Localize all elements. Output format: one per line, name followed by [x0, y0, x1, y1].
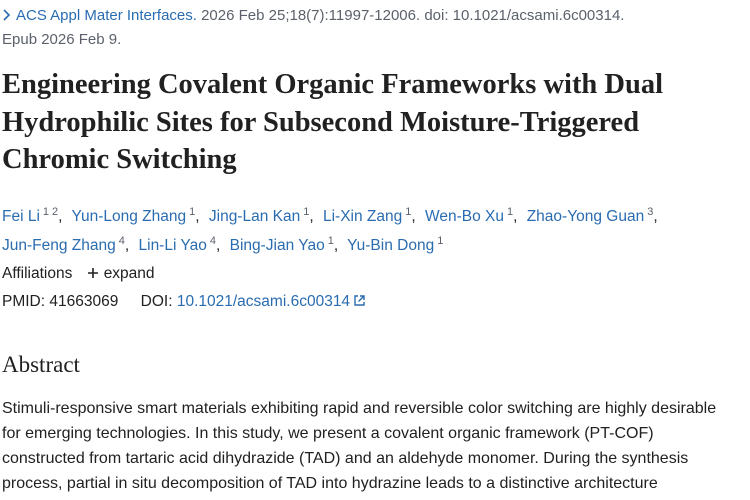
- separator: ,: [216, 237, 221, 254]
- pmid-label: PMID:: [2, 293, 46, 310]
- separator: ,: [411, 208, 416, 225]
- expand-toggle[interactable]: expand: [87, 265, 155, 282]
- affiliation-number[interactable]: 1: [189, 206, 196, 218]
- author-name[interactable]: Bing-Jian Yao: [229, 237, 325, 254]
- author-name[interactable]: Yun-Long Zhang: [71, 208, 187, 225]
- affiliation-number[interactable]: 1: [405, 206, 412, 218]
- affiliation-number[interactable]: 1: [327, 235, 334, 247]
- author-entry: Jun-Feng Zhang 4,: [2, 235, 134, 254]
- affiliation-number[interactable]: 1: [303, 206, 310, 218]
- affiliation-number[interactable]: 1: [42, 206, 50, 218]
- author-name[interactable]: Li-Xin Zang: [322, 208, 403, 225]
- author-entry: Zhao-Yong Guan 3,: [526, 206, 663, 225]
- separator: ,: [58, 208, 63, 225]
- chevron-icon: [3, 9, 11, 21]
- author-entry: Yu-Bin Dong 1: [347, 235, 444, 254]
- author-name[interactable]: Lin-Li Yao: [138, 237, 207, 254]
- separator: ,: [124, 237, 130, 254]
- plus-icon: [87, 268, 98, 278]
- citation: ACS Appl Mater Interfaces. 2026 Feb 25;1…: [2, 4, 742, 52]
- affiliations-label: Affiliations: [2, 265, 73, 282]
- affiliation-number[interactable]: 2: [52, 206, 59, 218]
- affiliation-number[interactable]: 4: [209, 235, 216, 247]
- external-link-icon: [354, 295, 365, 306]
- abstract-heading: Abstract: [2, 352, 80, 377]
- separator: ,: [309, 208, 314, 225]
- author-entry: Yun-Long Zhang 1,: [71, 206, 205, 225]
- affiliation-number[interactable]: 3: [647, 206, 654, 218]
- doi-label: DOI:: [140, 293, 173, 310]
- author-entry: Bing-Jian Yao 1,: [229, 235, 344, 254]
- author-entry: Wen-Bo Xu 1,: [424, 206, 522, 225]
- abstract-line: for emerging technologies. In this study…: [2, 425, 654, 442]
- author-entry: Lin-Li Yao 4,: [138, 235, 226, 254]
- author-name[interactable]: Jun-Feng Zhang: [2, 237, 116, 254]
- affiliation-number[interactable]: 4: [118, 235, 125, 247]
- epub-date: Epub 2026 Feb 9.: [2, 31, 122, 48]
- author-entry: Li-Xin Zang 1,: [322, 206, 421, 225]
- author-entry: Fei Li 1 2,: [2, 206, 67, 225]
- author-name[interactable]: Zhao-Yong Guan: [526, 208, 645, 225]
- author-name[interactable]: Wen-Bo Xu: [424, 208, 504, 225]
- author-name[interactable]: Yu-Bin Dong: [347, 237, 435, 254]
- pmid: 41663069: [49, 293, 119, 310]
- affiliation-number[interactable]: 1: [506, 206, 514, 218]
- separator: ,: [513, 208, 518, 225]
- affiliation-number[interactable]: 1: [437, 235, 444, 247]
- separator: ,: [195, 208, 200, 225]
- abstract-text: Stimuli-responsive smart materials exhib…: [2, 396, 750, 496]
- author-entry: Jing-Lan Kan 1,: [208, 206, 319, 225]
- journal-link[interactable]: ACS Appl Mater Interfaces.: [16, 7, 197, 24]
- doi-link[interactable]: 10.1021/acsami.6c00314: [177, 293, 366, 310]
- author-name[interactable]: Jing-Lan Kan: [208, 208, 301, 225]
- doi-text[interactable]: 10.1021/acsami.6c00314: [176, 293, 351, 310]
- abstract-line: Stimuli-responsive smart materials exhib…: [2, 400, 717, 417]
- article-title: Engineering Covalent Organic Frameworks …: [2, 69, 664, 175]
- affiliations: Affiliations expand: [2, 265, 155, 283]
- author-list: Fei Li 1 2, Yun-Long Zhang 1, Jing-Lan Kan 1…: [2, 200, 747, 258]
- expand-text[interactable]: expand: [103, 265, 155, 282]
- author-name[interactable]: Fei Li: [2, 208, 40, 225]
- citation-details: 2026 Feb 25;18(7):11997-12006. doi: 10.1…: [201, 7, 625, 24]
- abstract-line: constructed from tartaric acid dihydrazi…: [2, 450, 689, 467]
- separator: ,: [653, 208, 658, 225]
- abstract-line: process, partial in situ decomposition o…: [2, 475, 658, 492]
- separator: ,: [333, 237, 339, 254]
- identifiers: PMID: 41663069 DOI: 10.1021/acsami.6c003…: [2, 293, 366, 311]
